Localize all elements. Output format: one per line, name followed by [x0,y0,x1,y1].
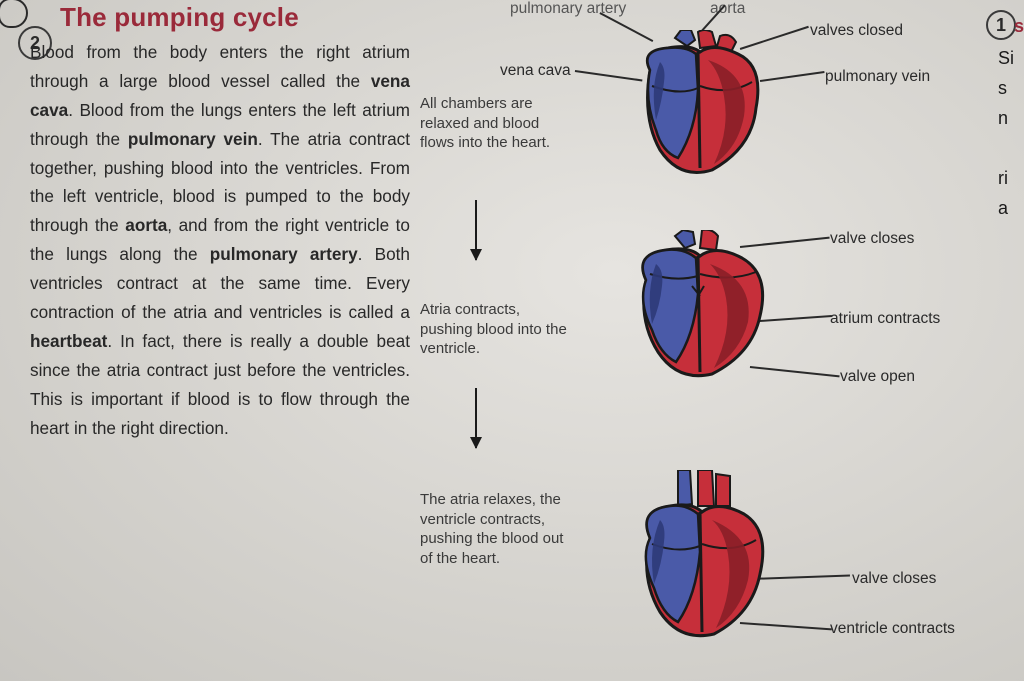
label-valves-closed: valves closed [810,22,903,40]
page-root: 2 The pumping cycle Blood from the body … [0,0,1024,681]
edge-fragment: s [998,78,1007,99]
circled-number-right: 1 [986,10,1016,40]
edge-fragment: a [998,198,1008,219]
caption-step-1: All chambers are relaxed and blood flows… [420,94,560,153]
section-title: The pumping cycle [60,2,299,33]
label-pulmonary-artery: pulmonary artery [510,0,626,18]
edge-fragment: s [1014,16,1024,37]
caption-step-3: The atria relaxes, the ventricle contrac… [420,490,570,568]
label-ventricle-contracts: ventricle contracts [830,620,955,638]
caption-step-2: Atria contracts, pushing blood into the … [420,300,570,359]
edge-fragment: Si [998,48,1014,69]
heart-svg-1 [620,30,780,180]
edge-fragment: n [998,108,1008,129]
heart-diagram-1 [620,30,780,180]
flow-arrow-2 [475,388,477,448]
margin-scribble-3 [0,0,28,28]
label-valve-closes-2: valve closes [852,570,936,588]
label-pulmonary-vein: pulmonary vein [825,68,930,86]
flow-arrow-1 [475,200,477,260]
circled-number-right-text: 1 [996,15,1006,36]
diagram-column: pulmonary artery aorta valves closed ven… [420,0,980,681]
next-page-edge: 1 s Si s n ri a [994,0,1024,681]
heart-svg-3 [620,470,780,650]
label-valve-closes-1: valve closes [830,230,914,248]
heart-svg-2 [620,230,780,380]
edge-fragment: ri [998,168,1008,189]
heart-diagram-3 [620,470,780,650]
label-valve-open: valve open [840,368,915,386]
body-paragraph: Blood from the body enters the right atr… [30,38,410,442]
heart-diagram-2 [620,230,780,380]
label-vena-cava: vena cava [500,62,571,80]
label-atrium-contracts: atrium contracts [830,310,940,328]
